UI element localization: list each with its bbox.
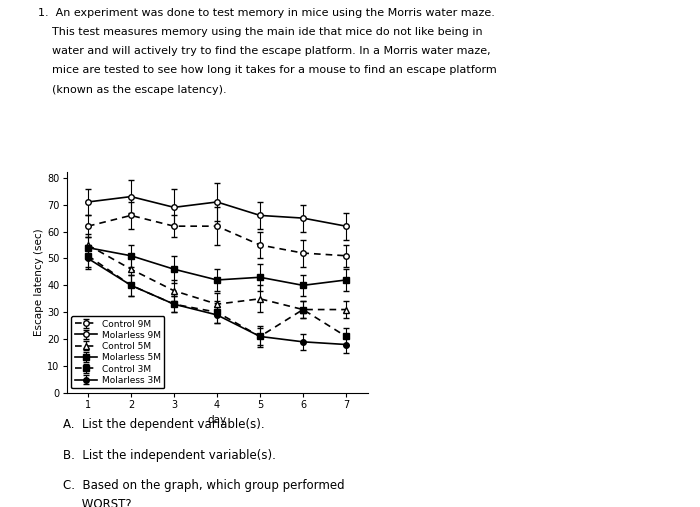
Legend: Control 9M, Molarless 9M, Control 5M, Molarless 5M, Control 3M, Molarless 3M: Control 9M, Molarless 9M, Control 5M, Mo… (71, 316, 164, 388)
Text: mice are tested to see how long it takes for a mouse to find an escape platform: mice are tested to see how long it takes… (38, 65, 497, 76)
Text: A.  List the dependent variable(s).: A. List the dependent variable(s). (63, 418, 265, 431)
Text: (known as the escape latency).: (known as the escape latency). (38, 85, 227, 95)
Text: C.  Based on the graph, which group performed: C. Based on the graph, which group perfo… (63, 479, 344, 492)
Text: 1.  An experiment was done to test memory in mice using the Morris water maze.: 1. An experiment was done to test memory… (38, 8, 496, 18)
X-axis label: day: day (207, 415, 227, 425)
Text: water and will actively try to find the escape platform. In a Morris water maze,: water and will actively try to find the … (38, 46, 491, 56)
Text: B.  List the independent variable(s).: B. List the independent variable(s). (63, 449, 276, 462)
Text: WORST?: WORST? (63, 498, 132, 507)
Text: This test measures memory using the main ide that mice do not like being in: This test measures memory using the main… (38, 27, 483, 37)
Y-axis label: Escape latency (sec): Escape latency (sec) (34, 229, 44, 337)
